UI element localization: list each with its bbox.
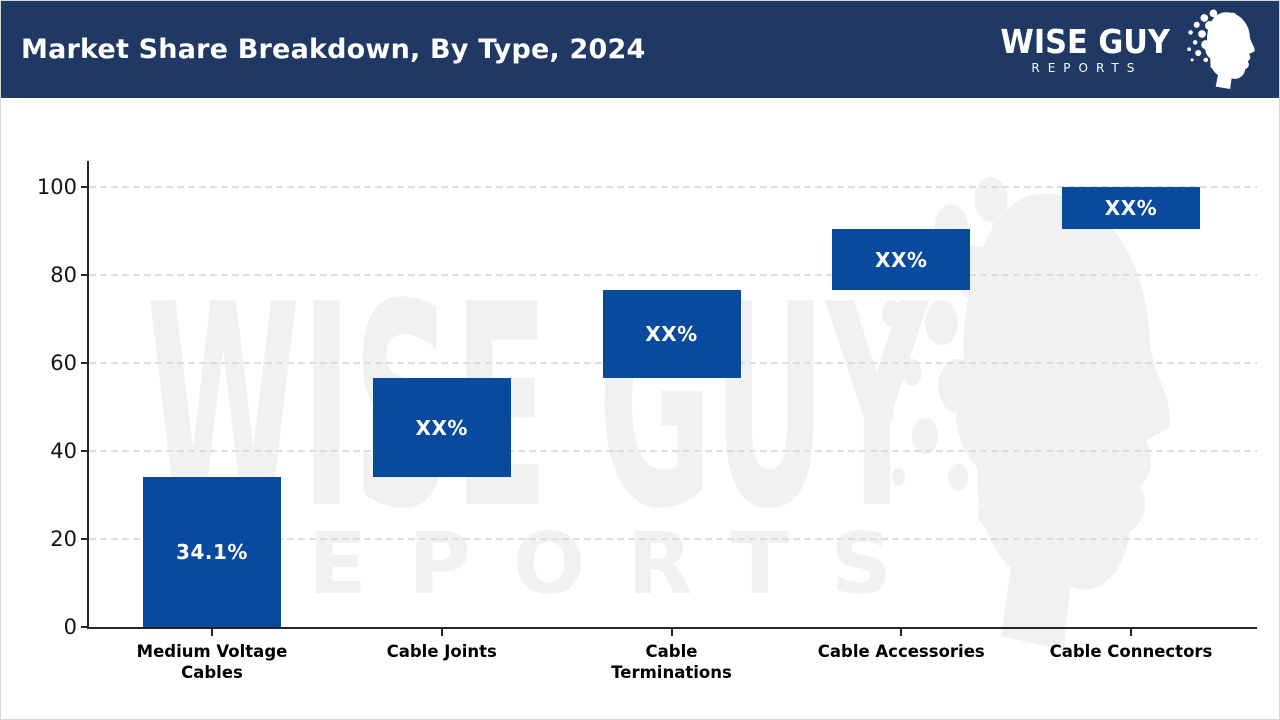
y-tick-label-80: 80 — [50, 263, 77, 287]
bar-value-label: XX% — [875, 247, 928, 272]
gridline-80 — [89, 274, 1257, 276]
bar-value-label: XX% — [1104, 195, 1158, 220]
y-tick-0 — [81, 626, 89, 628]
bar-value-label: XX% — [415, 415, 468, 440]
x-axis-line — [87, 627, 1257, 629]
y-tick-20 — [81, 538, 89, 540]
y-tick-label-60: 60 — [50, 351, 77, 375]
bar-value-label: XX% — [645, 322, 698, 347]
bar-cable-terminations — [602, 290, 741, 379]
x-tick-label-3: Cable Accessories — [817, 642, 985, 661]
gridline-100 — [89, 186, 1257, 188]
x-tick-0 — [211, 629, 213, 636]
bar-cable-joints — [372, 378, 511, 477]
x-tick-1 — [440, 629, 443, 636]
y-tick-80 — [81, 274, 89, 276]
y-tick-100 — [81, 186, 89, 188]
gridline-40 — [89, 450, 1257, 452]
y-tick-label-0: 0 — [63, 615, 77, 639]
wise-guy-logo: WISE GUY REPORTS — [993, 8, 1259, 92]
x-tick-3 — [900, 629, 903, 636]
y-tick-label-20: 20 — [50, 527, 77, 551]
logo-name: WISE GUY — [1000, 21, 1170, 61]
logo-text: WISE GUY REPORTS — [993, 25, 1177, 75]
page-title: Market Share Breakdown, By Type, 2024 — [21, 34, 646, 65]
y-tick-40 — [81, 450, 89, 452]
x-tick-label-0: Medium Voltage Cables — [136, 642, 288, 683]
logo-head-icon — [1187, 9, 1255, 89]
bar-medium-voltage-cables — [143, 476, 281, 627]
x-tick-label-2: Cable Terminations — [611, 642, 732, 683]
watermark-subtitle: REPORTS — [201, 515, 934, 614]
x-tick-2 — [670, 629, 673, 636]
header: Market Share Breakdown, By Type, 2024 WI… — [1, 1, 1279, 98]
bar-value-label: 34.1% — [176, 539, 248, 564]
y-axis-line — [87, 161, 89, 629]
y-tick-label-40: 40 — [50, 439, 77, 463]
logo-subtitle: REPORTS — [1031, 60, 1143, 75]
x-tick-label-4: Cable Connectors — [1049, 642, 1213, 661]
x-tick-label-1: Cable Joints — [386, 642, 497, 661]
gridline-20 — [89, 538, 1257, 540]
y-tick-60 — [81, 362, 89, 364]
y-tick-label-100: 100 — [36, 175, 77, 199]
x-tick-4 — [1130, 629, 1132, 636]
chart-area: WISE GUY REPORTS — [1, 98, 1279, 719]
